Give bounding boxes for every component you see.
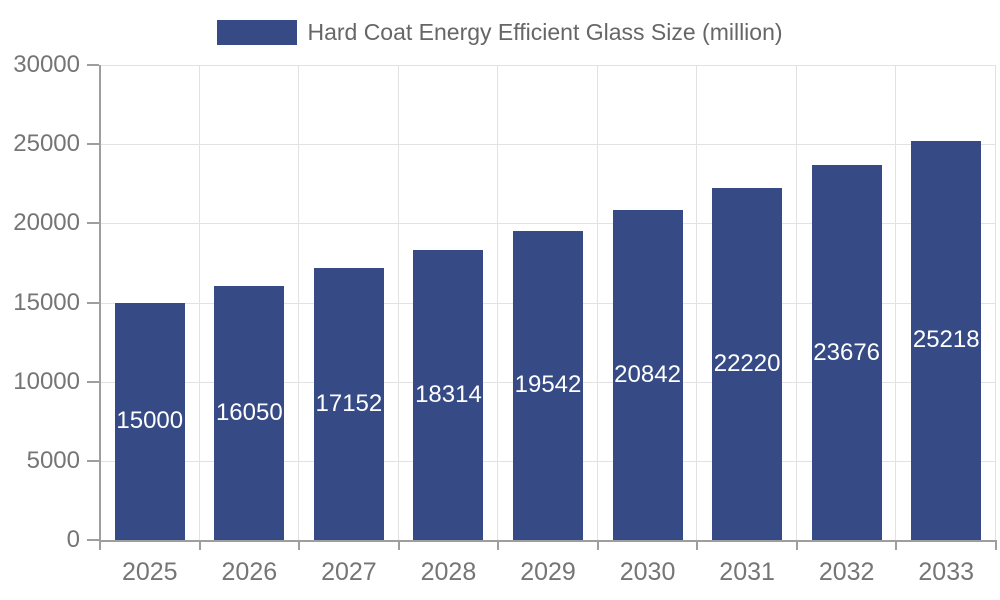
y-axis-tick: [87, 380, 99, 383]
y-axis-line: [99, 65, 101, 540]
gridline-x-boundary-1: [198, 65, 200, 540]
x-tick-label-2029: 2029: [520, 558, 576, 586]
x-axis-tick: [795, 542, 798, 550]
y-tick-label: 20000: [13, 209, 80, 237]
y-tick-label: 15000: [13, 288, 80, 316]
x-axis-tick: [397, 542, 400, 550]
plot-area: 15000 16050 17152 18314 19542 20842 22220 23676…: [87, 64, 997, 550]
y-tick-label: 5000: [26, 446, 80, 474]
x-axis-tick: [696, 542, 699, 550]
x-axis-tick: [596, 542, 599, 550]
y-axis-tick: [87, 64, 99, 66]
bar-value-label-2028: 18314: [415, 381, 482, 409]
x-axis-line: [99, 540, 997, 542]
gridline-x-boundary-2: [298, 65, 300, 540]
legend-item[interactable]: Hard Coat Energy Efficient Glass Size (m…: [0, 20, 1000, 45]
gridline-x-boundary-8: [895, 65, 897, 540]
x-tick-label-2028: 2028: [420, 558, 477, 586]
y-axis-tick: [87, 301, 99, 304]
bar-2025[interactable]: 15000: [114, 302, 185, 540]
bar-2032[interactable]: 23676: [811, 165, 882, 540]
y-tick-label: 0: [66, 526, 80, 553]
legend-swatch: [217, 20, 298, 45]
x-axis-tick: [198, 542, 201, 550]
bar-2029[interactable]: 19542: [513, 230, 583, 540]
x-axis-tick: [298, 542, 301, 550]
bar-value-label-2027: 17152: [315, 390, 383, 418]
x-axis-tick: [497, 542, 500, 550]
y-axis-tick: [87, 459, 99, 462]
bar-value-label-2030: 20842: [614, 361, 681, 388]
gridline-x-boundary-4: [497, 65, 499, 540]
gridline-y-25000: [100, 144, 996, 146]
gridline-x-boundary-9: [995, 65, 996, 540]
y-axis-tick: [87, 539, 99, 541]
y-tick-label: 10000: [13, 367, 80, 395]
bar-2026[interactable]: 16050: [214, 285, 285, 540]
x-axis-tick: [895, 542, 898, 550]
bar-2031[interactable]: 22220: [712, 188, 783, 540]
bar-value-label-2033: 25218: [912, 326, 980, 354]
x-tick-label-2030: 2030: [619, 558, 676, 586]
bar-value-label-2032: 23676: [813, 338, 881, 366]
x-tick-label-2025: 2025: [121, 558, 178, 586]
x-tick-label-2027: 2027: [321, 558, 377, 586]
gridline-x-boundary-6: [696, 65, 698, 540]
x-tick-label-2031: 2031: [719, 558, 775, 586]
x-axis-tick: [99, 542, 101, 550]
bar-2030[interactable]: 20842: [612, 210, 683, 540]
bar-2027[interactable]: 17152: [313, 268, 384, 540]
gridline-x-boundary-7: [795, 65, 797, 540]
bar-value-label-2031: 22220: [713, 350, 781, 378]
gridline-y-30000: [100, 65, 996, 66]
gridline-x-boundary-3: [397, 65, 399, 540]
x-tick-label-2032: 2032: [818, 558, 875, 586]
y-axis-tick: [87, 143, 99, 146]
x-axis-tick: [995, 542, 997, 550]
x-tick-label-2033: 2033: [918, 558, 975, 586]
legend-label: Hard Coat Energy Efficient Glass Size (m…: [307, 19, 783, 45]
gridline-y-20000: [100, 223, 996, 225]
gridline-x-boundary-5: [596, 65, 598, 540]
bar-value-label-2029: 19542: [514, 371, 582, 399]
y-tick-label: 25000: [13, 130, 80, 158]
x-tick-label-2026: 2026: [221, 558, 278, 586]
bar-value-label-2025: 15000: [116, 407, 184, 435]
y-axis-tick: [87, 222, 99, 225]
bar-2033[interactable]: 25218: [911, 140, 982, 540]
bar-value-label-2026: 16050: [215, 398, 283, 426]
y-tick-label: 30000: [13, 51, 80, 78]
bar-2028[interactable]: 18314: [413, 250, 484, 540]
